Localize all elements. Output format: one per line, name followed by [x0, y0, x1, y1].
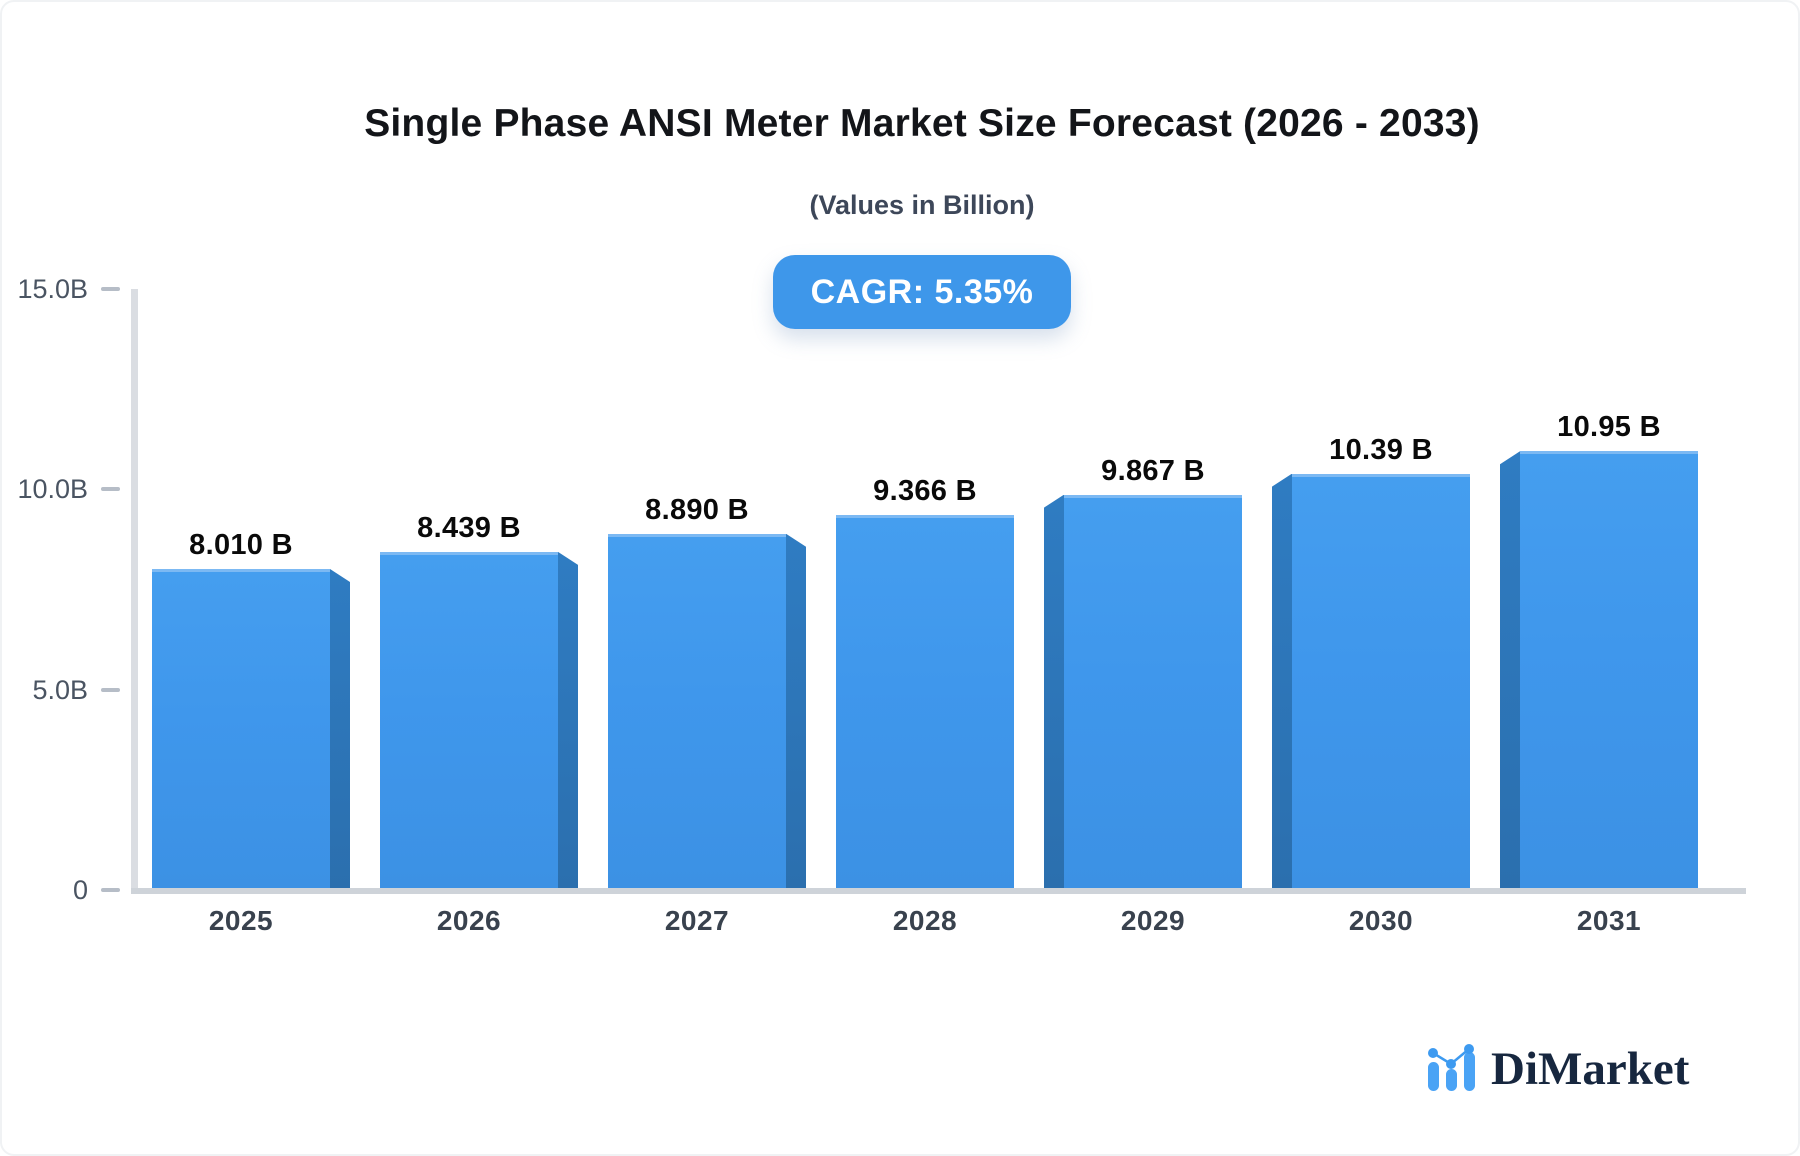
bar-side-2026: [558, 551, 578, 888]
chart-subtitle: (Values in Billion): [809, 190, 1035, 220]
x-axis-line: [131, 888, 1746, 894]
y-axis-line: [131, 289, 138, 894]
bar-2028: [836, 514, 1014, 888]
bar-side-2029: [1044, 494, 1064, 888]
bar-side-2030: [1272, 473, 1292, 888]
y-tick-label: 10.0B: [17, 474, 88, 505]
bar-2031: [1520, 451, 1698, 888]
x-axis-label-2031: 2031: [1576, 905, 1642, 936]
bar-2026: [380, 551, 558, 888]
brand-logo-text: DiMarket: [1491, 1043, 1690, 1095]
y-tick-mark: [101, 687, 120, 692]
bar-2025: [152, 569, 330, 888]
y-tick-label: 5.0B: [32, 674, 88, 705]
cagr-badge: CAGR: 5.35%: [772, 255, 1072, 329]
y-tick-label: 0: [72, 875, 88, 905]
x-axis-label-2026: 2026: [436, 905, 502, 936]
x-axis-label-2029: 2029: [1120, 905, 1186, 936]
bar-side-2027: [786, 533, 806, 888]
bar-value-label-2029: 9.867 B: [1101, 454, 1205, 487]
y-tick-mark: [101, 286, 120, 291]
x-axis-label-2025: 2025: [208, 905, 274, 936]
chart-title: Single Phase ANSI Meter Market Size Fore…: [364, 102, 1480, 145]
bar-2029: [1064, 494, 1242, 888]
bar-value-label-2027: 8.890 B: [645, 493, 749, 526]
brand-logo: DiMarket: [1426, 1038, 1689, 1096]
x-axis-label-2028: 2028: [892, 905, 958, 936]
x-axis-label-2027: 2027: [664, 905, 730, 936]
brand-logo-icon: [1428, 1044, 1475, 1091]
y-tick-label: 15.0B: [17, 273, 88, 304]
x-axis-label-2030: 2030: [1348, 905, 1414, 936]
bar-side-2025: [330, 569, 350, 888]
bar-value-label-2031: 10.95 B: [1557, 411, 1661, 444]
bar-value-label-2028: 9.366 B: [873, 474, 977, 507]
y-tick-mark: [101, 487, 120, 492]
bar-value-label-2026: 8.439 B: [417, 511, 521, 544]
bar-2030: [1292, 473, 1470, 888]
bar-2027: [608, 533, 786, 888]
bar-value-label-2025: 8.010 B: [189, 529, 293, 562]
bar-value-label-2030: 10.39 B: [1329, 433, 1433, 466]
bar-side-2031: [1500, 451, 1520, 888]
y-tick-mark: [101, 888, 120, 892]
cagr-badge-row: CAGR: 5.35%: [42, 255, 1798, 329]
